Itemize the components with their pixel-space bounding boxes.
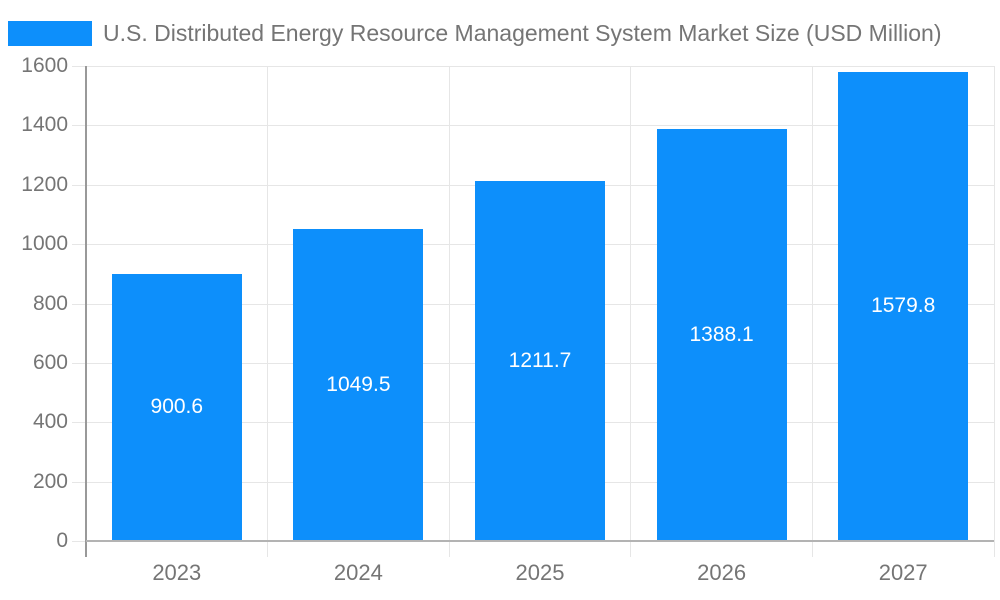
y-axis-tick xyxy=(72,184,86,186)
y-axis-tick-label: 400 xyxy=(32,410,68,434)
gridline-vertical xyxy=(630,66,632,557)
y-axis-tick xyxy=(72,362,86,364)
gridline-horizontal xyxy=(86,125,994,127)
bar-value-label: 900.6 xyxy=(150,395,204,419)
y-axis-tick-label: 1200 xyxy=(21,172,68,196)
y-axis-tick-label: 1600 xyxy=(21,54,68,77)
legend-swatch xyxy=(8,21,92,46)
x-axis-line xyxy=(86,540,994,542)
bar-2027 xyxy=(838,72,969,541)
y-axis-tick xyxy=(72,244,86,246)
bar-value-label: 1049.5 xyxy=(326,373,391,397)
x-axis-tick-label: 2026 xyxy=(697,560,747,585)
x-axis-tick-label: 2025 xyxy=(515,560,565,585)
y-axis-tick-label: 1400 xyxy=(21,113,68,137)
gridline-horizontal xyxy=(86,66,994,67)
y-axis-tick xyxy=(72,481,86,483)
y-axis-tick xyxy=(72,541,86,542)
y-axis-tick-label: 1000 xyxy=(21,232,68,256)
x-axis-tick-label: 2023 xyxy=(152,560,202,585)
gridline-vertical xyxy=(811,66,813,557)
bar-value-label: 1388.1 xyxy=(689,322,754,346)
y-axis-tick xyxy=(72,66,86,67)
bar-2026 xyxy=(656,128,787,541)
y-axis-tick xyxy=(72,303,86,305)
y-axis-tick-label: 200 xyxy=(32,469,68,493)
gridline-vertical xyxy=(267,66,269,557)
gridline-vertical xyxy=(448,66,450,557)
gridline-vertical xyxy=(993,66,995,557)
legend: U.S. Distributed Energy Resource Managem… xyxy=(8,20,942,47)
y-axis-tick-label: 0 xyxy=(56,529,68,552)
y-axis-tick xyxy=(72,125,86,127)
plot-area: 900.6 1049.5 1211.7 1388.1 1579.8 xyxy=(72,66,995,557)
bar-2025 xyxy=(475,181,605,541)
y-axis-tick xyxy=(72,422,86,424)
y-axis-tick-label: 800 xyxy=(32,291,68,315)
bar-2024 xyxy=(293,229,424,541)
x-axis-tick-label: 2024 xyxy=(333,560,383,585)
bar-value-label: 1211.7 xyxy=(508,349,572,373)
bar-2023 xyxy=(111,273,242,541)
x-axis-tick-label: 2027 xyxy=(878,560,928,585)
bar-value-label: 1579.8 xyxy=(871,294,936,318)
y-axis-tick-label: 600 xyxy=(32,350,68,374)
y-axis-line xyxy=(85,66,87,557)
chart-title: U.S. Distributed Energy Resource Managem… xyxy=(103,20,942,46)
